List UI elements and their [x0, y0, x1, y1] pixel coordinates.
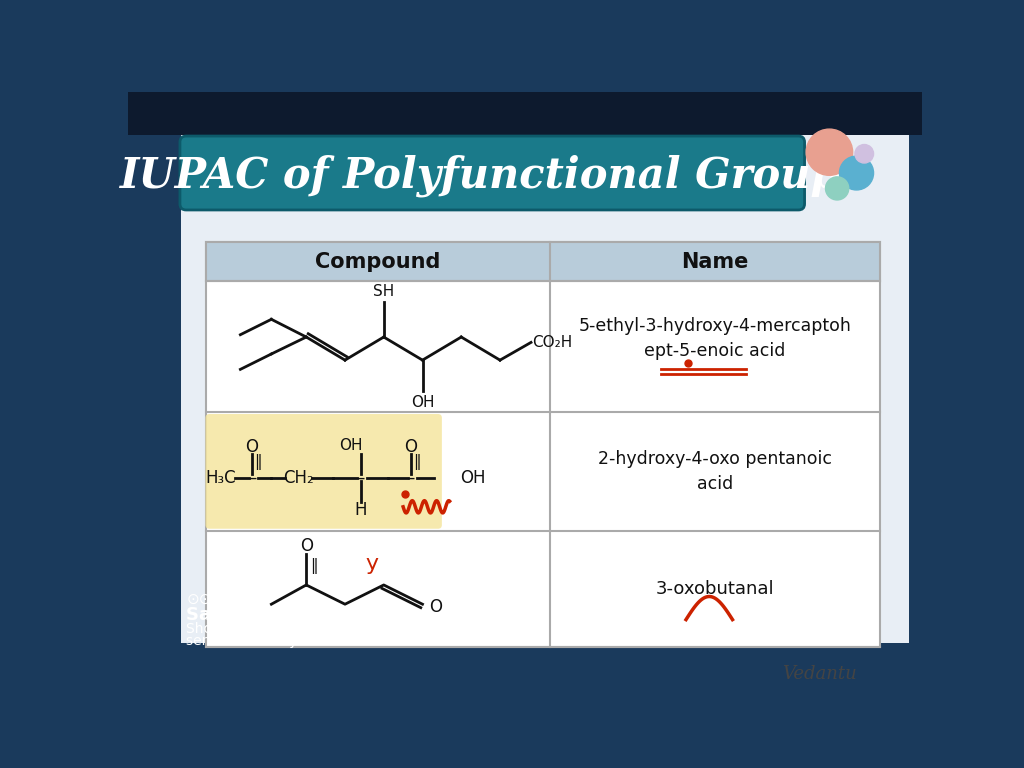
Text: SH: SH [373, 283, 394, 299]
Text: Name: Name [681, 252, 749, 272]
Text: ⊙⊙⊙⊙: ⊙⊙⊙⊙ [186, 592, 238, 607]
Text: ʎ: ʎ [366, 552, 379, 572]
FancyBboxPatch shape [180, 136, 805, 210]
Bar [180, 134, 909, 643]
Text: ‖: ‖ [310, 558, 317, 574]
Text: IUPAC of Polyfunctional Groups: IUPAC of Polyfunctional Groups [120, 154, 864, 197]
Text: OH: OH [411, 395, 434, 410]
Text: CO₂H: CO₂H [532, 335, 572, 350]
Text: CH₂: CH₂ [283, 468, 314, 487]
Text: 2-hydroxy-4-oxo pentanoic
acid: 2-hydroxy-4-oxo pentanoic acid [598, 450, 833, 493]
Text: ‖: ‖ [254, 454, 262, 470]
Text: OH: OH [460, 468, 485, 487]
Text: 5-ethyl-3-hydroxy-4-mercaptoh
ept-5-enoic acid: 5-ethyl-3-hydroxy-4-mercaptoh ept-5-enoi… [579, 317, 852, 360]
Text: O: O [300, 538, 312, 555]
Bar [128, 92, 922, 134]
Text: OH: OH [339, 438, 362, 452]
Text: O: O [246, 438, 258, 455]
Text: O: O [404, 438, 418, 455]
Circle shape [806, 129, 853, 175]
Text: ‖: ‖ [414, 454, 421, 470]
Text: –: – [356, 468, 365, 487]
Text: H₃C: H₃C [206, 468, 237, 487]
Text: Samsung Quad Camera: Samsung Quad Camera [186, 606, 421, 624]
Circle shape [825, 177, 849, 200]
Text: Compound: Compound [315, 252, 440, 272]
Text: Vedantu: Vedantu [781, 664, 856, 683]
FancyBboxPatch shape [206, 414, 442, 528]
Text: series of Galaxy M31: series of Galaxy M31 [186, 634, 332, 648]
Circle shape [855, 144, 873, 163]
Text: 3-oxobutanal: 3-oxobutanal [655, 580, 774, 598]
Bar [206, 243, 880, 647]
Text: –: – [407, 468, 415, 487]
Text: H: H [354, 501, 367, 519]
Bar [206, 243, 880, 281]
Text: Shot on the best: Shot on the best [186, 623, 301, 637]
Text: O: O [429, 598, 441, 615]
Text: –: – [248, 468, 256, 487]
Circle shape [840, 156, 873, 190]
